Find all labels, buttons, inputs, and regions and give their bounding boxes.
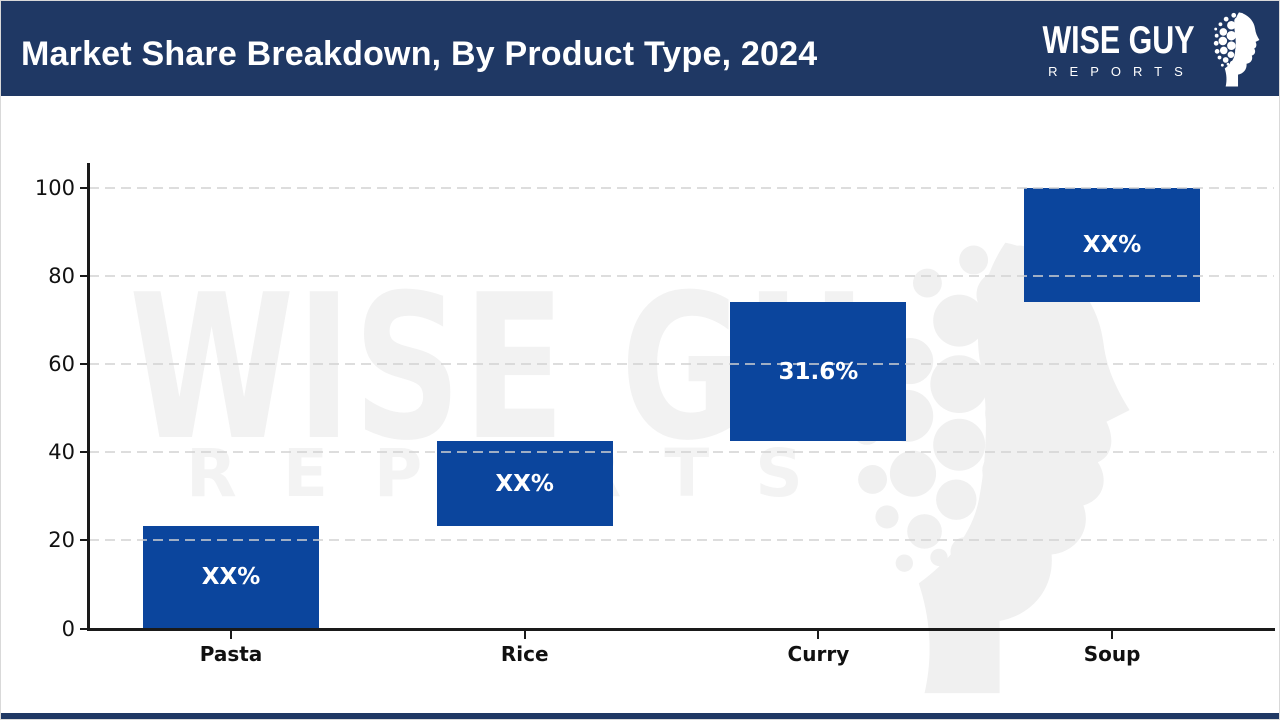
bar-value-label: XX% (1082, 232, 1142, 259)
logo-wordmark: WISE GUY (1042, 18, 1195, 62)
bar (1024, 188, 1201, 303)
x-axis-tick (230, 631, 232, 639)
x-axis-tick (1111, 631, 1114, 639)
x-axis-line (87, 628, 1275, 631)
bar (143, 526, 319, 629)
bar (436, 441, 613, 527)
grid-line (89, 275, 1274, 278)
x-axis-tick (523, 631, 526, 639)
y-axis-tick (80, 627, 88, 630)
grid-line (89, 451, 1274, 454)
chart-title: Market Share Breakdown, By Product Type,… (21, 35, 818, 73)
y-axis-line (87, 163, 90, 630)
x-axis-tick (817, 631, 820, 639)
y-axis-tick (80, 363, 88, 366)
x-tick-label: Curry (787, 642, 850, 666)
header-bar: Market Share Breakdown, By Product Type,… (1, 1, 1279, 96)
grid-line (89, 363, 1274, 366)
y-axis-tick (80, 275, 88, 278)
y-tick-label: 20 (48, 528, 75, 553)
bar-value-label: XX% (201, 564, 261, 591)
grid-line (89, 187, 1274, 189)
footer-bar (1, 713, 1279, 719)
bar (730, 302, 907, 442)
grid-line (89, 539, 1274, 542)
y-axis-tick (80, 451, 88, 454)
x-tick-label: Rice (500, 642, 549, 666)
y-tick-label: 100 (34, 176, 75, 200)
y-tick-label: 40 (48, 440, 75, 465)
y-axis-tick (80, 539, 88, 542)
y-tick-label: 0 (61, 616, 75, 641)
y-tick-label: 60 (48, 352, 75, 377)
y-tick-label: 80 (48, 264, 75, 289)
x-tick-label: Soup (1083, 642, 1141, 666)
wiseguy-logo: WISE GUY REPORTS (1021, 9, 1267, 89)
y-axis-tick (80, 187, 88, 189)
logo-face-icon (1213, 12, 1260, 87)
bar-value-label: XX% (495, 470, 554, 497)
x-tick-label: Pasta (199, 642, 263, 666)
bar-value-label: 31.6% (778, 358, 859, 385)
logo-subtext: REPORTS (1048, 63, 1195, 79)
